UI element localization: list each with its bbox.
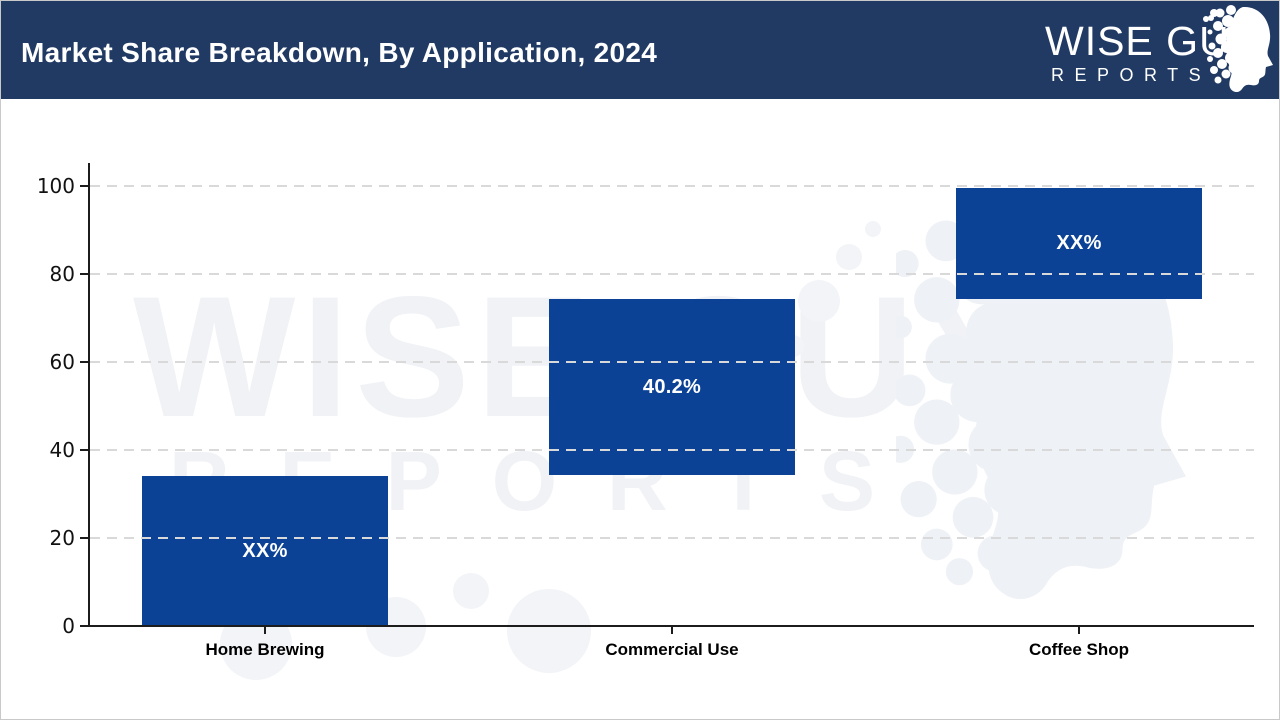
header-bar: Market Share Breakdown, By Application, …: [1, 1, 1279, 99]
logo-face-icon: [1203, 5, 1273, 93]
bar-commercial-use: 40.2%: [549, 299, 795, 475]
y-tick-label: 40: [49, 438, 75, 462]
gridline-60: [90, 361, 1254, 363]
gridline-40: [90, 449, 1254, 451]
y-tick-label: 0: [62, 614, 75, 638]
chart-title: Market Share Breakdown, By Application, …: [21, 37, 658, 68]
y-tick: [80, 185, 89, 187]
x-tick: [264, 627, 266, 634]
category-label-coffee-shop: Coffee Shop: [1028, 640, 1130, 659]
category-label-home-brewing: Home Brewing: [205, 640, 325, 659]
bar-label: XX%: [1056, 232, 1102, 254]
y-tick: [80, 625, 89, 627]
gridline-80: [90, 273, 1254, 275]
y-tick-label: 60: [49, 350, 75, 374]
y-tick: [80, 273, 89, 275]
bar-home-brewing: XX%: [142, 476, 388, 626]
wise-guy-reports-logo: WISE GUY REPORTS: [1045, 5, 1273, 93]
category-label-commercial-use: Commercial Use: [605, 640, 739, 659]
y-axis-line: [88, 163, 90, 627]
x-tick: [1078, 627, 1080, 634]
y-tick: [80, 361, 89, 363]
y-tick: [80, 537, 89, 539]
y-tick-label: 100: [36, 174, 75, 198]
bar-coffee-shop: XX%: [956, 188, 1202, 299]
x-axis-line: [88, 625, 1254, 627]
bar-label: XX%: [242, 539, 288, 562]
logo-reports-text: REPORTS: [1051, 65, 1211, 85]
gridline-100: [90, 185, 1254, 187]
y-tick: [80, 449, 89, 451]
gridline-20: [90, 537, 1254, 539]
y-tick-label: 20: [49, 526, 75, 550]
y-tick-label: 80: [49, 262, 75, 286]
bar-label: 40.2%: [642, 375, 702, 398]
watermark-dots-decoration: [220, 221, 881, 680]
x-tick: [671, 627, 673, 634]
